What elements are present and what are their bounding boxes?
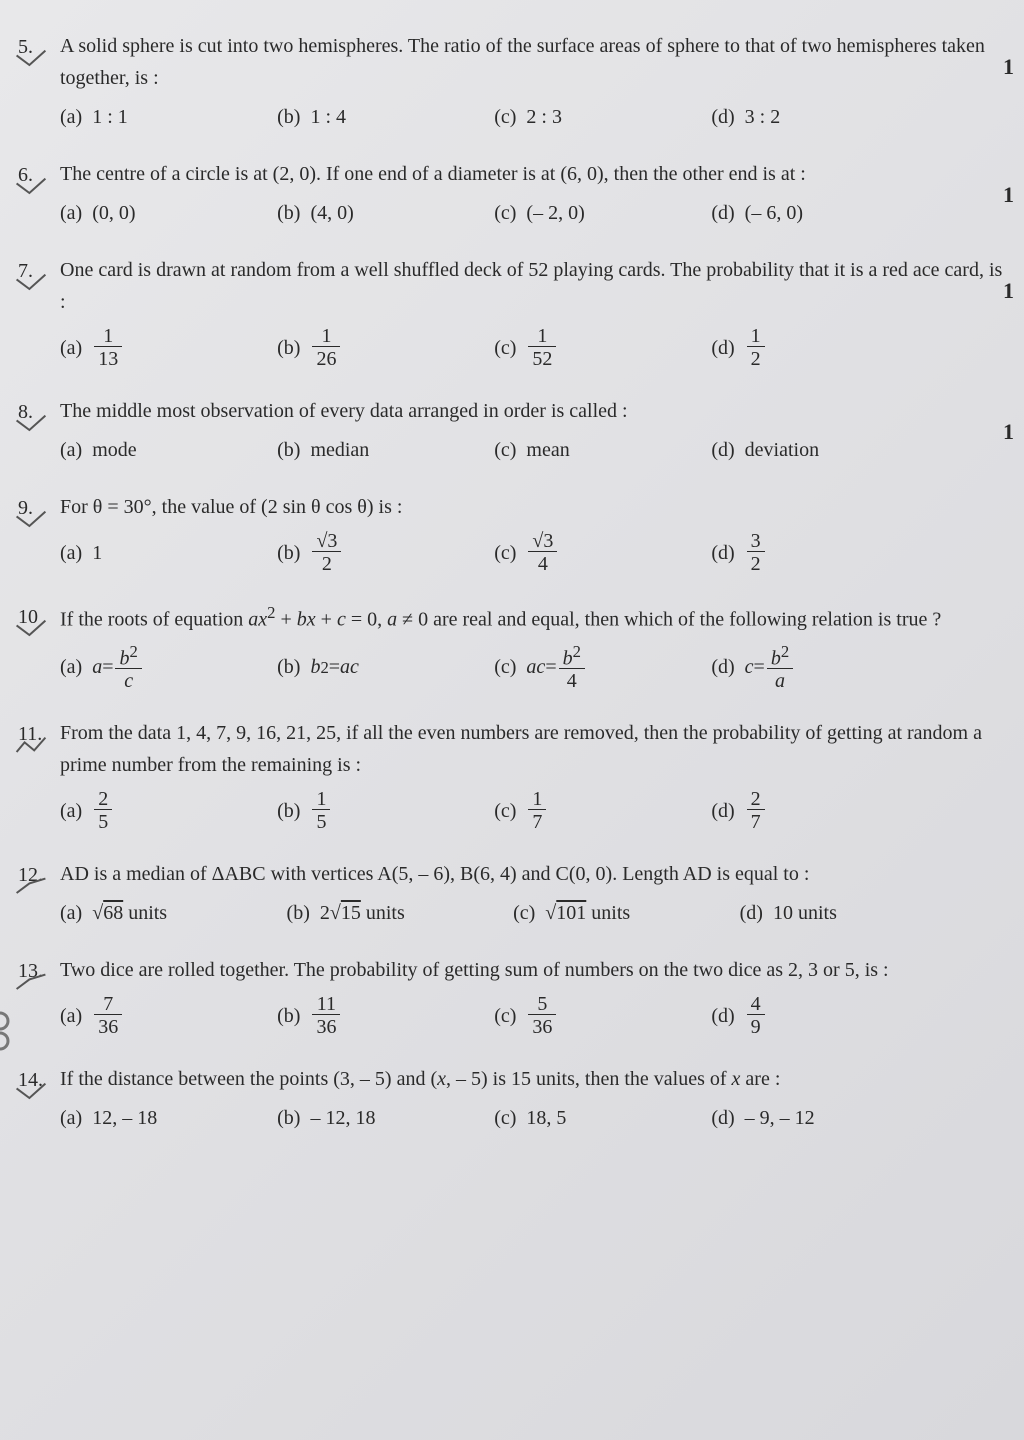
check-mark-icon [15,272,47,292]
options-row: (a) mode (b) median (c) mean (d) deviati… [60,435,1004,465]
option-c: (c) (– 2, 0) [494,198,711,228]
option-c: (c) 152 [494,326,711,369]
option-c: (c) 2 : 3 [494,102,711,132]
marks-label: 1 [1003,274,1014,307]
option-a: (a) 1 : 1 [60,102,277,132]
option-c: (c) mean [494,435,711,465]
option-b: (b) √32 [277,531,494,574]
options-row: (a) a = b2c (b) b2 = ac (c) ac = b24 (d)… [60,644,1004,692]
option-a: (a) 25 [60,789,277,832]
option-a: (a) 736 [60,994,277,1037]
question-9: 9. For θ = 30°, the value of (2 sin θ co… [60,491,1004,574]
options-row: (a) 736 (b) 1136 (c) 536 (d) 49 [60,994,1004,1037]
question-5: 5. A solid sphere is cut into two hemisp… [60,30,1004,132]
option-d: (d) 32 [711,531,928,574]
options-row: (a) √68 units (b) 2√15 units (c) √101 un… [60,898,1004,928]
check-mark-icon [15,1081,47,1101]
binder-ring-icon [0,1011,18,1051]
option-d: (d) c = b2a [711,644,928,692]
option-b: (b) 1 : 4 [277,102,494,132]
question-text: The centre of a circle is at (2, 0). If … [60,158,1004,190]
option-a: (a) a = b2c [60,644,277,692]
option-c: (c) 536 [494,994,711,1037]
option-b: (b) b2 = ac [277,644,494,692]
option-b: (b) 2√15 units [287,898,514,928]
option-a: (a) (0, 0) [60,198,277,228]
check-mark-icon [15,735,47,755]
question-text: If the distance between the points (3, –… [60,1063,1004,1095]
option-b: (b) (4, 0) [277,198,494,228]
option-d: (d) 10 units [740,898,967,928]
check-mark-icon [15,509,47,529]
marks-label: 1 [1003,178,1014,211]
question-13: 13. Two dice are rolled together. The pr… [60,954,1004,1037]
marks-label: 1 [1003,415,1014,448]
option-b: (b) 126 [277,326,494,369]
question-6: 6. The centre of a circle is at (2, 0). … [60,158,1004,228]
option-a: (a) 12, – 18 [60,1103,277,1133]
options-row: (a) 1 : 1 (b) 1 : 4 (c) 2 : 3 (d) 3 : 2 [60,102,1004,132]
check-mark-icon [15,48,47,68]
options-row: (a) 113 (b) 126 (c) 152 (d) 12 [60,326,1004,369]
option-a: (a) 113 [60,326,277,369]
question-text: A solid sphere is cut into two hemispher… [60,30,1004,94]
question-text: AD is a median of ΔABC with vertices A(5… [60,858,1004,890]
option-d: (d) 3 : 2 [711,102,928,132]
option-a: (a) 1 [60,531,277,574]
question-text: From the data 1, 4, 7, 9, 16, 21, 25, if… [60,717,1004,781]
option-c: (c) ac = b24 [494,644,711,692]
option-a: (a) √68 units [60,898,287,928]
option-c: (c) 18, 5 [494,1103,711,1133]
question-10: 10 If the roots of equation ax2 + bx + c… [60,600,1004,691]
option-c: (c) √34 [494,531,711,574]
check-mark-icon [15,413,47,433]
options-row: (a) 1 (b) √32 (c) √34 (d) 32 [60,531,1004,574]
check-mark-icon [15,972,47,992]
question-text: Two dice are rolled together. The probab… [60,954,1004,986]
option-d: (d) deviation [711,435,928,465]
option-b: (b) median [277,435,494,465]
marks-label: 1 [1003,50,1014,83]
option-a: (a) mode [60,435,277,465]
option-c: (c) √101 units [513,898,740,928]
question-11: 11. From the data 1, 4, 7, 9, 16, 21, 25… [60,717,1004,832]
options-row: (a) (0, 0) (b) (4, 0) (c) (– 2, 0) (d) (… [60,198,1004,228]
options-row: (a) 12, – 18 (b) – 12, 18 (c) 18, 5 (d) … [60,1103,1004,1133]
question-12: 12. AD is a median of ΔABC with vertices… [60,858,1004,928]
question-14: 14. If the distance between the points (… [60,1063,1004,1133]
option-d: (d) (– 6, 0) [711,198,928,228]
question-text: If the roots of equation ax2 + bx + c = … [60,600,1004,636]
question-text: The middle most observation of every dat… [60,395,1004,427]
question-text: For θ = 30°, the value of (2 sin θ cos θ… [60,491,1004,523]
options-row: (a) 25 (b) 15 (c) 17 (d) 27 [60,789,1004,832]
option-c: (c) 17 [494,789,711,832]
question-8: 8. The middle most observation of every … [60,395,1004,465]
option-b: (b) 1136 [277,994,494,1037]
option-d: (d) 27 [711,789,928,832]
option-b: (b) – 12, 18 [277,1103,494,1133]
option-d: (d) – 9, – 12 [711,1103,928,1133]
option-d: (d) 12 [711,326,928,369]
question-7: 7. One card is drawn at random from a we… [60,254,1004,369]
check-mark-icon [15,876,47,896]
check-mark-icon [15,176,47,196]
question-text: One card is drawn at random from a well … [60,254,1004,318]
option-b: (b) 15 [277,789,494,832]
check-mark-icon [15,618,47,638]
option-d: (d) 49 [711,994,928,1037]
